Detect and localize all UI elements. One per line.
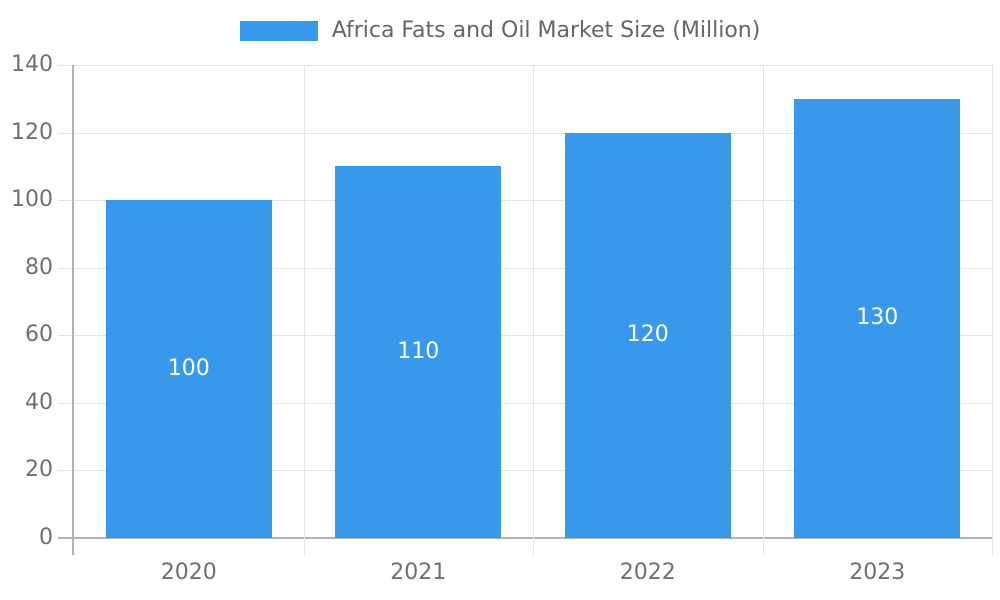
x-tick-label-2020: 2020 — [160, 560, 217, 585]
gridline-x-3 — [762, 65, 764, 555]
gridline-x-2 — [533, 65, 534, 555]
gridline-y-20 — [58, 470, 992, 472]
bar-2022[interactable] — [564, 132, 731, 538]
y-tick-label-100: 100 — [11, 187, 53, 213]
gridline-y-80 — [58, 267, 992, 269]
legend[interactable]: Africa Fats and Oil Market Size (Million… — [0, 18, 1000, 44]
x-tick-label-2023: 2023 — [849, 560, 906, 585]
gridline-x-4 — [992, 65, 993, 555]
y-tick-label-120: 120 — [11, 119, 53, 145]
gridline-y-120 — [58, 132, 992, 134]
bar-2021[interactable] — [335, 166, 502, 538]
gridline-y-40 — [58, 402, 992, 404]
bar-label-2020: 100 — [167, 356, 210, 382]
gridline-y-100 — [58, 200, 992, 202]
legend-swatch — [239, 21, 318, 41]
legend-label: Africa Fats and Oil Market Size (Million… — [331, 18, 761, 43]
bar-2020[interactable] — [105, 200, 272, 538]
baseline-y-0 — [58, 537, 992, 539]
y-tick-label-0: 0 — [39, 525, 53, 550]
bar-2023[interactable] — [794, 98, 961, 538]
x-tick-label-2022: 2022 — [619, 560, 676, 585]
bar-label-2021: 110 — [397, 339, 440, 365]
y-axis-line — [72, 65, 74, 555]
y-tick-label-80: 80 — [25, 254, 53, 280]
bar-label-2022: 120 — [626, 322, 669, 348]
x-tick-label-2021: 2021 — [390, 560, 447, 585]
bar-label-2023: 130 — [856, 305, 899, 331]
gridline-x-1 — [303, 65, 305, 555]
y-tick-label-40: 40 — [25, 389, 53, 415]
y-tick-label-140: 140 — [11, 52, 53, 77]
gridline-y-60 — [58, 335, 992, 337]
gridline-y-140 — [58, 65, 992, 66]
y-tick-label-60: 60 — [25, 322, 53, 348]
y-tick-label-20: 20 — [25, 457, 53, 483]
